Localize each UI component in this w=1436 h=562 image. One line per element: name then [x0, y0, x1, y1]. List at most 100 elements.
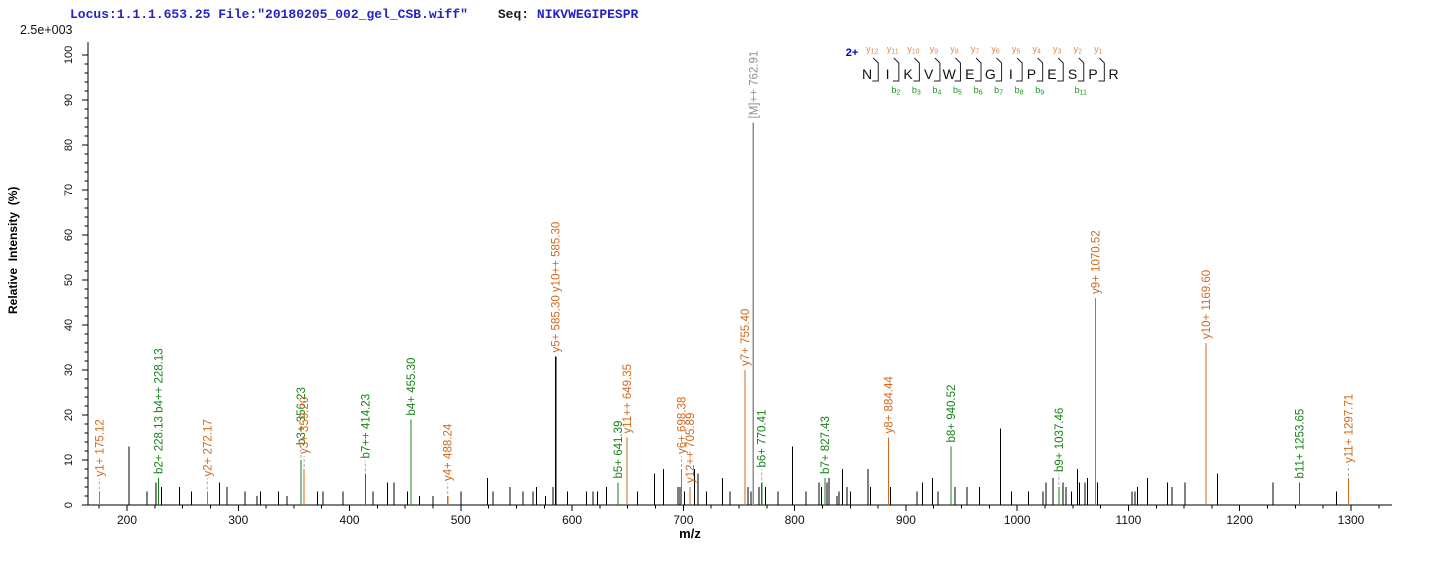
b-ion-label: b5 [953, 85, 962, 97]
residue-letter: P [1027, 66, 1036, 82]
residue-letter: P [1088, 66, 1097, 82]
b-ion-label: b4 [932, 85, 941, 97]
y-ion-label: y5 [1012, 44, 1021, 56]
x-tick-label: 1200 [1226, 513, 1253, 527]
x-tick-label: 800 [785, 513, 805, 527]
peak-label: y11++ 649.35 [622, 364, 634, 434]
y-tick-label: 70 [63, 184, 75, 196]
peaks [98, 122, 1350, 505]
y-ion-label: y1 [1094, 44, 1103, 56]
y-ion-label: y6 [991, 44, 1000, 56]
b-ion-label: b6 [974, 85, 983, 97]
peak-label: b6+ 770.41 [757, 410, 769, 468]
residue-letter: K [903, 66, 913, 82]
residue-letter: E [965, 66, 974, 82]
peak-label: [M]++ 762.91 [748, 51, 760, 119]
fragmentation-mark [933, 57, 941, 82]
y-tick-label: 30 [63, 364, 75, 376]
peak-label: y6+ 698.38 [677, 397, 689, 454]
residue-letter: S [1068, 66, 1077, 82]
y-tick-label: 80 [63, 139, 75, 151]
y-tick-label: 0 [63, 502, 75, 508]
peak-label: y7+ 755.40 [740, 309, 752, 366]
peak-label: b5+ 641.39 [613, 421, 625, 479]
residue-letter: E [1047, 66, 1056, 82]
x-tick-label: 700 [673, 513, 693, 527]
b-ion-label: b2 [891, 85, 900, 97]
x-tick-label: 200 [117, 513, 137, 527]
y-ion-label: y8 [950, 44, 959, 56]
peak-label: y5+ 585.30 y10++ 585.30 [551, 222, 563, 353]
peak-label: b8+ 940.52 [946, 385, 958, 443]
precursor-charge: 2+ [846, 47, 859, 59]
peak-label: y2+ 272.17 [202, 419, 214, 476]
b-ion-label: b9 [1035, 85, 1044, 97]
peak-label: b7++ 414.23 [360, 394, 372, 459]
locus-file-label: Locus:1.1.1.653.25 File:"20180205_002_ge… [70, 7, 468, 22]
y-tick-label: 90 [63, 94, 75, 106]
y-ion-label: y12 [866, 44, 878, 56]
residue-letter: R [1109, 66, 1119, 82]
peak-label: y11+ 1297.71 [1343, 394, 1355, 463]
y-tick-label: 50 [63, 274, 75, 286]
axes: 200 300 400 500 600 700 800 900 1000 1100 1200 1300… [63, 42, 1392, 527]
peak-label: b11+ 1253.65 [1294, 409, 1306, 479]
fragmentation-mark [954, 57, 961, 82]
y-ion-label: y4 [1032, 44, 1041, 56]
peak-label: y8+ 884.44 [884, 376, 896, 434]
header: Locus:1.1.1.653.25 File:"20180205_002_ge… [70, 7, 638, 22]
y-ion-label: y2 [1074, 44, 1083, 56]
peak-label: b7+ 827.43 [820, 416, 832, 474]
fragmentation-mark [995, 57, 1003, 82]
x-tick-label: 400 [340, 513, 360, 527]
x-tick-label: 300 [228, 513, 248, 527]
intensity-scale-label: 2.5e+003 [20, 23, 73, 37]
y-ion-label: y10 [907, 44, 919, 56]
fragmentation-mark [913, 57, 920, 82]
x-tick-label: 900 [896, 513, 916, 527]
peak-label: y10+ 1169.60 [1201, 270, 1213, 339]
fragmentation-mark [892, 57, 900, 82]
peak-label: y1+ 175.12 [94, 419, 106, 476]
fragmentation-mark [872, 57, 879, 82]
seq-value: NIKVWEGIPESPR [536, 7, 639, 22]
seq-label: Seq: [497, 7, 530, 22]
y-ion-label: y3 [1053, 44, 1062, 56]
fragmentation-mark [975, 57, 982, 82]
residue-letter: I [886, 66, 890, 82]
peak-label: b2+ 228.13 b4++ 228.13 [153, 348, 165, 474]
b-ion-label: b8 [1015, 85, 1024, 97]
residue-letter: I [1009, 66, 1013, 82]
y-tick-label: 100 [63, 46, 75, 64]
peak-label: y4+ 488.24 [443, 423, 455, 481]
x-axis-title: m/z [679, 526, 701, 541]
peak-labels: y1+ 175.12 b2+ 228.13 b4++ 228.13 y2+ 272.… [94, 51, 1355, 494]
y-tick-label: 20 [63, 409, 75, 421]
x-tick-label: 600 [562, 513, 582, 527]
peak-label: y3+ 359.20 [299, 397, 311, 454]
residue-letter: W [943, 66, 957, 82]
x-tick-label: 1100 [1116, 513, 1142, 527]
peak-label: y12++ 705.89 [685, 413, 697, 483]
fragmentation-mark [1016, 57, 1023, 82]
residue-letter: G [985, 66, 996, 82]
y-ion-label: y11 [887, 44, 899, 56]
b-ion-label: b7 [994, 85, 1003, 97]
fragmentation-mark [1036, 57, 1044, 82]
fragmentation-mark [1057, 57, 1064, 82]
x-tick-label: 500 [451, 513, 471, 527]
b-ion-label: b3 [912, 85, 921, 97]
residue-letter: N [862, 66, 872, 82]
y-tick-label: 10 [63, 454, 75, 466]
x-tick-label: 1000 [1004, 513, 1031, 527]
peak-label: b9+ 1037.46 [1054, 408, 1066, 472]
y-tick-label: 60 [63, 229, 75, 241]
y-ion-label: y9 [930, 44, 939, 56]
b-ion-label: b11 [1075, 85, 1087, 97]
x-tick-label: 1300 [1338, 513, 1365, 527]
fragmentation-mark [1077, 57, 1085, 82]
y-ion-label: y7 [971, 44, 980, 56]
